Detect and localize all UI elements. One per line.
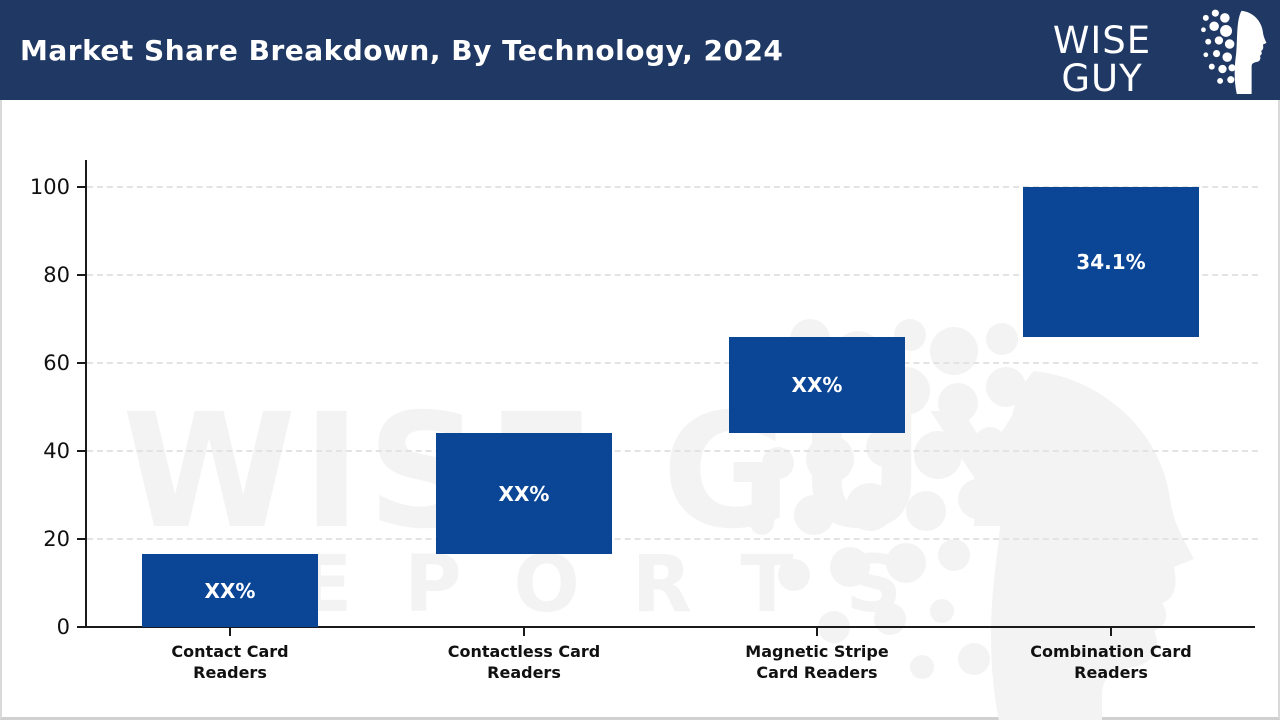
y-axis-tick-label: 40 xyxy=(43,439,70,463)
gridline xyxy=(87,362,1258,364)
y-axis-tick xyxy=(77,274,85,276)
y-axis-tick-label: 80 xyxy=(43,263,70,287)
y-axis-tick xyxy=(77,626,85,628)
bar-value-label: XX% xyxy=(204,578,256,603)
y-axis-tick-label: 0 xyxy=(56,615,70,639)
x-axis-line xyxy=(85,626,1255,628)
bar-segment: XX% xyxy=(436,433,612,555)
x-axis-tick xyxy=(816,628,818,636)
logo-face-icon xyxy=(1201,9,1267,94)
bar-segment: XX% xyxy=(142,554,318,627)
y-axis-tick-label: 20 xyxy=(43,527,70,551)
bar-value-label: XX% xyxy=(498,481,550,506)
bar-value-label: XX% xyxy=(791,373,843,398)
category-label: Magnetic Stripe Card Readers xyxy=(745,642,889,682)
gridline xyxy=(87,186,1258,188)
y-axis-tick xyxy=(77,362,85,364)
gridline xyxy=(87,450,1258,452)
logo-wordmark: WISE GUY xyxy=(1052,19,1152,100)
y-axis-line xyxy=(85,160,87,628)
page-title: Market Share Breakdown, By Technology, 2… xyxy=(20,33,784,67)
header-bar: Market Share Breakdown, By Technology, 2… xyxy=(0,0,1280,118)
gridline xyxy=(87,538,1258,540)
y-axis-tick xyxy=(77,450,85,452)
bar-value-label: 34.1% xyxy=(1076,250,1146,275)
y-axis-tick xyxy=(77,186,85,188)
x-axis-tick xyxy=(1110,628,1112,636)
bar-segment: XX% xyxy=(729,337,905,434)
x-axis-tick xyxy=(523,628,525,636)
category-label: Contact Card Readers xyxy=(171,642,289,682)
bar-segment: 34.1% xyxy=(1023,187,1199,338)
category-label: Combination Card Readers xyxy=(1030,642,1192,682)
gridline xyxy=(87,274,1258,276)
y-axis-tick-label: 100 xyxy=(29,175,70,199)
wise-guy-logo: WISE GUY REPORTS xyxy=(1008,0,1268,118)
logo-reports-label: REPORTS xyxy=(1033,100,1179,118)
logo-text: WISE GUY REPORTS xyxy=(1008,19,1196,119)
y-axis-tick xyxy=(77,538,85,540)
y-axis-tick-label: 60 xyxy=(43,351,70,375)
x-axis-tick xyxy=(229,628,231,636)
category-label: Contactless Card Readers xyxy=(447,642,601,682)
